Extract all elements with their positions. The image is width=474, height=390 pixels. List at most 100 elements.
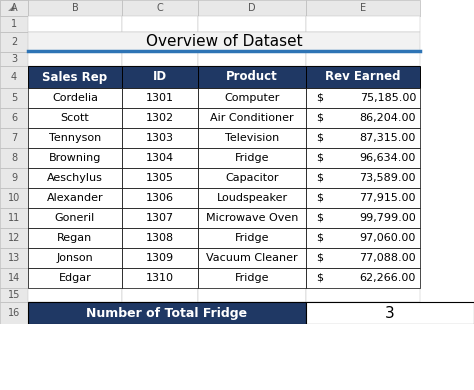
Bar (0, 148, 28, 168)
Bar (198, 16, 306, 32)
Bar (122, 52, 198, 66)
Bar (306, 148, 420, 168)
Text: 87,315.00: 87,315.00 (360, 133, 416, 143)
Text: A: A (11, 3, 18, 13)
Bar (122, 188, 198, 208)
Bar (306, 168, 420, 188)
Text: $: $ (316, 273, 323, 283)
Text: Product: Product (226, 71, 278, 83)
Bar (0, 32, 28, 52)
Bar (306, 88, 420, 108)
Bar (198, 228, 306, 248)
Bar (198, 88, 306, 108)
Bar (122, 228, 198, 248)
Text: 99,799.00: 99,799.00 (359, 213, 416, 223)
Bar (28, 268, 122, 288)
Text: $: $ (316, 93, 323, 103)
Text: Fridge: Fridge (235, 153, 269, 163)
Text: $: $ (316, 173, 323, 183)
Text: $: $ (316, 113, 323, 123)
Bar (0, 228, 28, 248)
Text: $: $ (316, 253, 323, 263)
Text: Overview of Dataset: Overview of Dataset (146, 34, 302, 50)
Text: Air Conditioner: Air Conditioner (210, 113, 294, 123)
Bar (122, 88, 198, 108)
Text: 77,088.00: 77,088.00 (359, 253, 416, 263)
Bar (306, 228, 420, 248)
Text: 1: 1 (11, 19, 17, 29)
Text: Jonson: Jonson (56, 253, 93, 263)
Bar (122, 16, 198, 32)
Text: Tennyson: Tennyson (49, 133, 101, 143)
Text: 12: 12 (8, 233, 20, 243)
Text: 13: 13 (8, 253, 20, 263)
Bar (198, 66, 306, 88)
Bar (0, 52, 28, 66)
Text: 4: 4 (11, 72, 17, 82)
Bar (306, 248, 420, 268)
Text: 7: 7 (11, 133, 17, 143)
Text: 1308: 1308 (146, 233, 174, 243)
Bar (198, 128, 306, 148)
Text: Sales Rep: Sales Rep (43, 71, 108, 83)
Bar (122, 128, 198, 148)
Bar (122, 108, 198, 128)
Bar (0, 208, 28, 228)
Text: 1306: 1306 (146, 193, 174, 203)
Bar (28, 302, 306, 324)
Text: 9: 9 (11, 173, 17, 183)
Text: Alexander: Alexander (46, 193, 103, 203)
Text: 11: 11 (8, 213, 20, 223)
Bar (0, 0, 28, 16)
Bar (306, 188, 420, 208)
Bar (28, 32, 420, 52)
Text: Edgar: Edgar (59, 273, 91, 283)
Bar (0, 324, 474, 390)
Text: D: D (248, 3, 256, 13)
Bar (306, 128, 420, 148)
Bar (306, 268, 420, 288)
Text: Cordelia: Cordelia (52, 93, 98, 103)
Text: Capacitor: Capacitor (225, 173, 279, 183)
Bar (0, 302, 28, 324)
Bar (198, 52, 306, 66)
Text: 10: 10 (8, 193, 20, 203)
Bar (0, 168, 28, 188)
Text: Microwave Oven: Microwave Oven (206, 213, 298, 223)
Text: 96,634.00: 96,634.00 (360, 153, 416, 163)
Text: 1305: 1305 (146, 173, 174, 183)
Text: 86,204.00: 86,204.00 (359, 113, 416, 123)
Text: $: $ (316, 233, 323, 243)
Text: Rev Earned: Rev Earned (325, 71, 401, 83)
Bar (28, 188, 122, 208)
Text: 8: 8 (11, 153, 17, 163)
Bar (122, 288, 198, 302)
Text: Television: Television (225, 133, 279, 143)
Bar (122, 268, 198, 288)
Text: Fridge: Fridge (235, 273, 269, 283)
Bar (306, 302, 474, 324)
Bar (28, 108, 122, 128)
Bar (306, 208, 420, 228)
Bar (198, 248, 306, 268)
Text: Goneril: Goneril (55, 213, 95, 223)
Text: Browning: Browning (49, 153, 101, 163)
Bar (0, 248, 28, 268)
Text: 1303: 1303 (146, 133, 174, 143)
Bar (122, 168, 198, 188)
Text: 1301: 1301 (146, 93, 174, 103)
Bar (306, 52, 420, 66)
Text: 3: 3 (385, 305, 395, 321)
Bar (122, 208, 198, 228)
Bar (0, 0, 28, 16)
Bar (306, 108, 420, 128)
Bar (0, 288, 28, 302)
Text: Computer: Computer (224, 93, 280, 103)
Bar (122, 0, 198, 16)
Bar (28, 52, 122, 66)
Text: Regan: Regan (57, 233, 92, 243)
Text: $: $ (316, 193, 323, 203)
Bar (28, 66, 122, 88)
Text: ◢: ◢ (8, 4, 14, 12)
Bar (198, 188, 306, 208)
